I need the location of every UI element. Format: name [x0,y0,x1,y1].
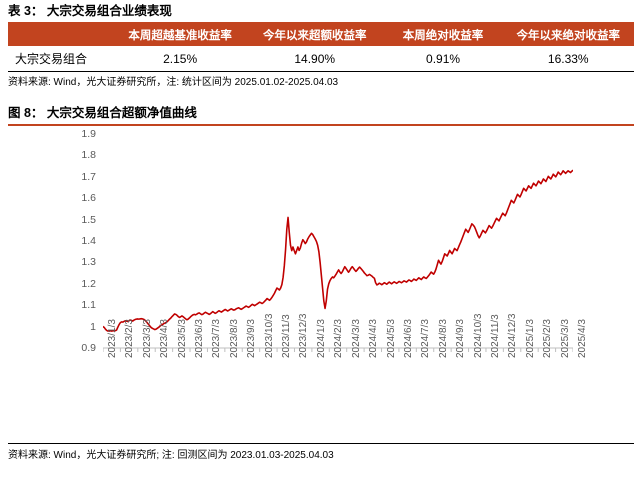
x-tick-label: 2023/11/3 [281,314,293,358]
x-tick-label: 2025/1/3 [524,319,536,358]
table-cell-weekly-absolute: 0.91% [383,46,503,72]
x-tick-label: 2024/3/3 [350,319,362,358]
table-header-cell-3: 本周绝对收益率 [383,24,503,46]
x-tick-label: 2024/5/3 [385,319,397,358]
y-tick-label: 1.5 [81,213,96,226]
table-header-cell-0 [8,24,115,46]
y-tick-label: 0.9 [81,342,96,354]
table-title-rule [8,22,634,24]
x-tick-label: 2024/6/3 [402,319,414,358]
x-tick-label: 2023/1/3 [107,319,118,358]
table-cell-ytd-excess: 14.90% [245,46,384,72]
table-row: 大宗交易组合 2.15% 14.90% 0.91% 16.33% [8,46,634,72]
figure-title: 图 8： 大宗交易组合超额净值曲线 [8,106,197,120]
x-tick-label: 2023/10/3 [263,313,275,359]
y-axis-labels: 0.9 1 1.1 1.2 1.3 1.4 1.5 1.6 1.7 1.8 1.9 [60,126,96,456]
x-tick-label: 2023/9/3 [246,319,258,358]
x-tick-label: 2024/7/3 [420,319,432,358]
figure-title-rule [8,124,634,126]
y-tick-label: 1.4 [81,235,96,247]
y-tick-label: 1.8 [81,149,96,162]
table-row-label: 大宗交易组合 [8,46,115,72]
y-tick-label: 1.7 [81,170,96,183]
x-tick-label: 2023/8/3 [228,319,240,358]
table-cell-weekly-excess: 2.15% [114,46,246,72]
y-tick-label: 1.2 [81,277,96,290]
x-tick-label: 2023/4/3 [159,319,171,358]
y-tick-label: 1 [90,320,96,333]
y-tick-label: 1.6 [81,192,96,205]
table-header-cell-1: 本周超越基准收益率 [114,24,246,46]
performance-table: 本周超越基准收益率 今年以来超额收益率 本周绝对收益率 今年以来绝对收益率 大宗… [8,24,634,72]
x-tick-label: 2024/1/3 [315,319,327,358]
x-tick-label: 2024/4/3 [368,319,380,358]
table-block: 表 3： 大宗交易组合业绩表现 本周超越基准收益率 今年以来超额收益率 本周绝对… [8,2,634,90]
x-tick-label: 2024/11/3 [489,314,501,358]
table-cell-ytd-absolute: 16.33% [502,46,634,72]
table-title: 表 3： 大宗交易组合业绩表现 [8,4,172,18]
chart-svg [103,169,573,352]
y-tick-label: 1.9 [81,128,96,140]
x-tick-label: 2023/5/3 [176,319,188,358]
x-tick-label: 2023/6/3 [194,319,206,358]
x-tick-label: 2024/8/3 [437,319,449,358]
chart-series-line [103,169,573,332]
x-tick-label: 2024/9/3 [455,319,467,358]
x-tick-label: 2024/12/3 [507,313,519,359]
figure-source-note: 资料来源: Wind，光大证券研究所; 注: 回测区间为 2023.01.03-… [8,450,334,461]
y-tick-label: 1.1 [81,299,96,312]
table-header-cell-2: 今年以来超额收益率 [245,24,384,46]
chart-plot [103,126,573,456]
x-tick-label: 2023/7/3 [211,319,223,358]
x-tick-label: 2024/2/3 [333,319,345,358]
x-tick-label: 2023/12/3 [298,313,310,359]
table-header-row: 本周超越基准收益率 今年以来超额收益率 本周绝对收益率 今年以来绝对收益率 [8,24,634,46]
x-axis-labels: 2023/1/3 2023/2/3 2023/3/3 2023/4/3 2023/5/3… [103,314,588,458]
x-tick-label: 2025/2/3 [542,319,554,358]
chart-area: 0.9 1 1.1 1.2 1.3 1.4 1.5 1.6 1.7 1.8 1.9 2023/1/3… [8,126,634,456]
y-tick-label: 1.3 [81,256,96,269]
table-header-cell-4: 今年以来绝对收益率 [502,24,634,46]
figure-source-rule [8,443,634,444]
table-source-note: 资料来源: Wind，光大证券研究所，注: 统计区间为 2025.01.02-2… [8,77,339,88]
x-tick-label: 2023/3/3 [141,319,153,358]
x-tick-label: 2024/10/3 [472,313,484,359]
x-tick-label: 2023/2/3 [124,319,136,358]
x-tick-label: 2025/3/3 [559,319,571,358]
figure-block: 图 8： 大宗交易组合超额净值曲线 0.9 1 1.1 1.2 1.3 1.4 1.5 1.6… [8,104,634,456]
x-tick-label: 2025/4/3 [577,319,588,358]
